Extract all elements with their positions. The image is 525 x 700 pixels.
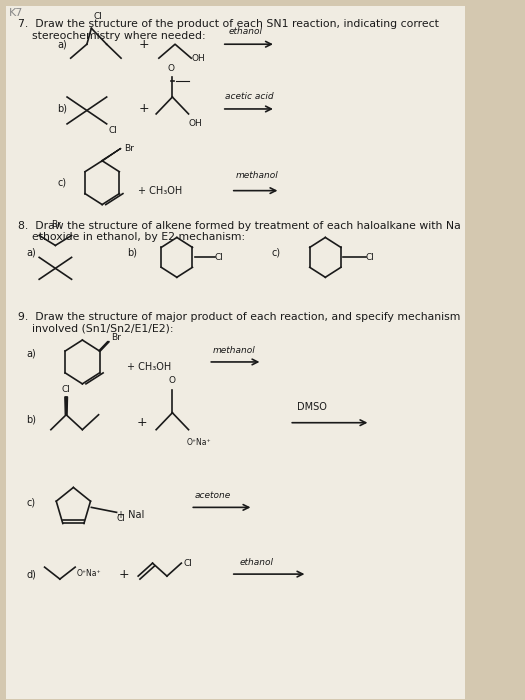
Text: +: +: [138, 38, 149, 50]
Polygon shape: [99, 342, 109, 351]
Text: b): b): [27, 414, 37, 425]
Text: a): a): [27, 349, 36, 359]
Text: c): c): [57, 178, 66, 188]
Text: Cl: Cl: [109, 126, 118, 135]
Polygon shape: [101, 148, 121, 162]
Text: Cl: Cl: [93, 13, 102, 21]
Text: 8.  Draw the structure of alkene formed by treatment of each haloalkane with Na
: 8. Draw the structure of alkene formed b…: [17, 220, 460, 242]
Text: b): b): [128, 247, 138, 258]
Text: a): a): [57, 39, 67, 49]
Text: Br: Br: [124, 144, 134, 153]
Text: +: +: [138, 102, 149, 116]
Text: a): a): [27, 247, 36, 258]
Text: ethanol: ethanol: [228, 27, 262, 36]
Text: b): b): [57, 104, 67, 114]
Text: ethanol: ethanol: [240, 558, 274, 567]
Text: + NaI: + NaI: [117, 510, 144, 520]
Text: + CH₃OH: + CH₃OH: [128, 362, 172, 372]
Text: d): d): [27, 569, 36, 579]
Text: acetic acid: acetic acid: [225, 92, 273, 101]
Text: +: +: [136, 416, 147, 429]
Text: Cl: Cl: [183, 559, 192, 568]
Text: O⁺Na⁺: O⁺Na⁺: [77, 569, 102, 578]
Text: Cl: Cl: [62, 385, 70, 394]
Text: c): c): [271, 247, 280, 258]
Text: O: O: [169, 376, 176, 385]
Text: Cl: Cl: [366, 253, 375, 262]
Text: +: +: [118, 568, 129, 580]
Polygon shape: [65, 397, 68, 414]
Text: methanol: methanol: [213, 346, 256, 354]
Text: OH: OH: [191, 54, 205, 63]
Text: DMSO: DMSO: [297, 402, 327, 412]
Text: OH: OH: [188, 119, 202, 128]
Text: O: O: [168, 64, 175, 73]
Text: methanol: methanol: [235, 172, 278, 180]
Text: Br: Br: [111, 332, 121, 342]
Text: c): c): [27, 498, 36, 508]
Text: + CH₃OH: + CH₃OH: [138, 186, 182, 195]
Text: 7.  Draw the structure of the product of each SN1 reaction, indicating correct
 : 7. Draw the structure of the product of …: [17, 20, 438, 41]
Text: K7: K7: [8, 8, 23, 18]
Text: acetone: acetone: [195, 491, 231, 500]
Text: Cl: Cl: [117, 514, 125, 524]
FancyBboxPatch shape: [6, 6, 465, 699]
Text: 9.  Draw the structure of major product of each reaction, and specify mechanism
: 9. Draw the structure of major product o…: [17, 312, 460, 334]
Text: O⁺Na⁺: O⁺Na⁺: [187, 438, 212, 447]
Text: Cl: Cl: [215, 253, 224, 262]
Text: Br: Br: [51, 220, 61, 230]
